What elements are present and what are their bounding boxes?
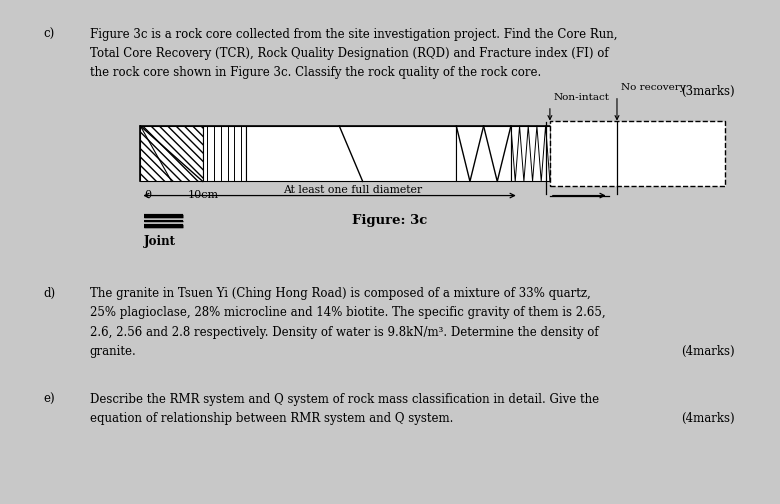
Text: Joint: Joint xyxy=(144,235,176,248)
Bar xyxy=(456,126,511,181)
Text: Figure: 3c: Figure: 3c xyxy=(353,214,427,227)
Text: (4marks): (4marks) xyxy=(681,345,735,358)
Text: 25% plagioclase, 28% microcline and 14% biotite. The specific gravity of them is: 25% plagioclase, 28% microcline and 14% … xyxy=(90,306,605,320)
Text: the rock core shown in Figure 3c. Classify the rock quality of the rock core.: the rock core shown in Figure 3c. Classi… xyxy=(90,66,541,79)
Text: equation of relationship between RMR system and Q system.: equation of relationship between RMR sys… xyxy=(90,412,453,425)
Text: c): c) xyxy=(43,28,54,41)
Bar xyxy=(511,126,550,181)
Text: 10cm: 10cm xyxy=(187,190,218,200)
Bar xyxy=(550,121,725,186)
Text: Figure 3c is a rock core collected from the site investigation project. Find the: Figure 3c is a rock core collected from … xyxy=(90,28,617,41)
Text: (3marks): (3marks) xyxy=(681,85,735,98)
Text: Total Core Recovery (TCR), Rock Quality Designation (RQD) and Fracture index (FI: Total Core Recovery (TCR), Rock Quality … xyxy=(90,47,608,60)
Text: At least one full diameter: At least one full diameter xyxy=(283,184,423,195)
Text: No recovery: No recovery xyxy=(621,83,686,92)
Text: granite.: granite. xyxy=(90,345,136,358)
Text: Non-intact: Non-intact xyxy=(554,93,610,102)
Bar xyxy=(246,126,456,181)
Bar xyxy=(203,126,246,181)
Bar xyxy=(140,126,203,181)
Text: 0: 0 xyxy=(144,190,151,200)
Text: e): e) xyxy=(43,393,55,406)
Text: The granite in Tsuen Yi (Ching Hong Road) is composed of a mixture of 33% quartz: The granite in Tsuen Yi (Ching Hong Road… xyxy=(90,287,590,300)
Bar xyxy=(140,126,718,181)
Text: 2.6, 2.56 and 2.8 respectively. Density of water is 9.8kN/m³. Determine the dens: 2.6, 2.56 and 2.8 respectively. Density … xyxy=(90,326,598,339)
Text: Describe the RMR system and Q system of rock mass classification in detail. Give: Describe the RMR system and Q system of … xyxy=(90,393,599,406)
Text: (4marks): (4marks) xyxy=(681,412,735,425)
Text: d): d) xyxy=(43,287,55,300)
